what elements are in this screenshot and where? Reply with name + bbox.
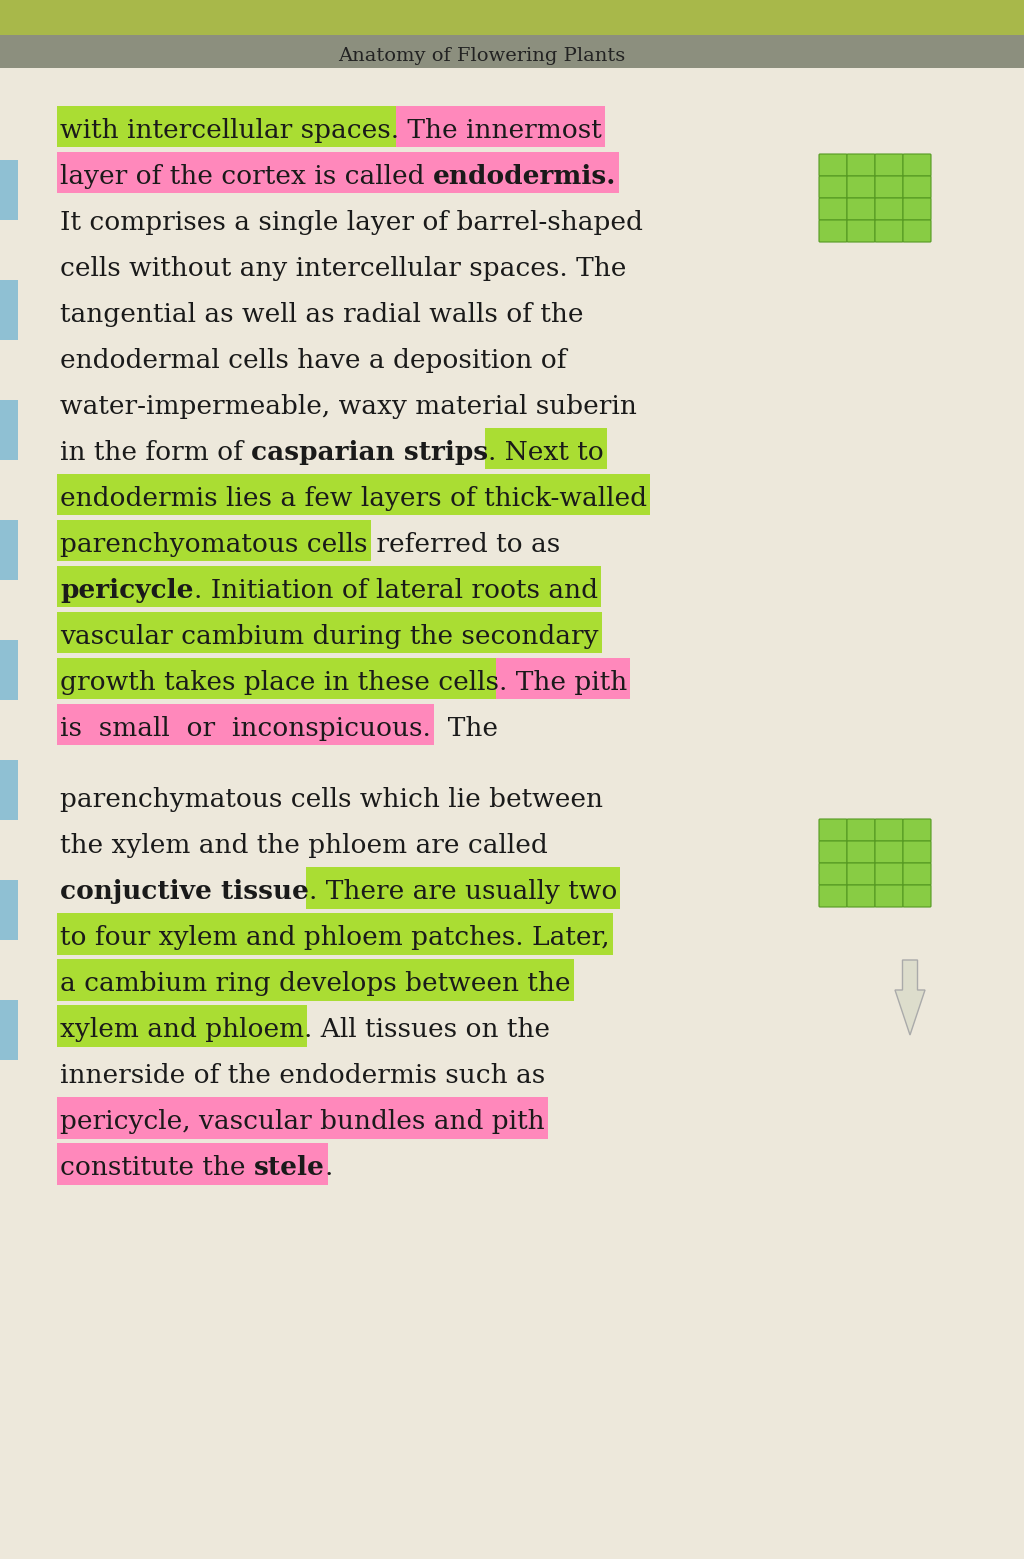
Bar bbox=[251, 1143, 328, 1185]
Bar bbox=[396, 106, 605, 148]
Text: to four xylem and phloem patches. Later,: to four xylem and phloem patches. Later, bbox=[60, 924, 609, 949]
Text: in the form of: in the form of bbox=[60, 440, 251, 465]
Text: water-impermeable, waxy material suberin: water-impermeable, waxy material suberin bbox=[60, 393, 637, 418]
Bar bbox=[0, 34, 1024, 75]
Text: with intercellular spaces.: with intercellular spaces. bbox=[60, 117, 399, 142]
FancyBboxPatch shape bbox=[819, 198, 847, 220]
Bar bbox=[0, 0, 1024, 69]
FancyBboxPatch shape bbox=[819, 886, 847, 907]
FancyBboxPatch shape bbox=[847, 886, 874, 907]
FancyBboxPatch shape bbox=[903, 198, 931, 220]
FancyBboxPatch shape bbox=[874, 840, 903, 864]
Text: pericycle, vascular bundles and pith: pericycle, vascular bundles and pith bbox=[60, 1108, 545, 1133]
Bar bbox=[0, 759, 18, 820]
FancyBboxPatch shape bbox=[903, 154, 931, 176]
FancyBboxPatch shape bbox=[819, 220, 847, 242]
Text: The innermost: The innermost bbox=[399, 117, 602, 142]
Text: parenchyomatous cells: parenchyomatous cells bbox=[60, 532, 368, 557]
Text: . Initiation of lateral roots and: . Initiation of lateral roots and bbox=[194, 577, 597, 602]
Text: cells without any intercellular spaces. The: cells without any intercellular spaces. … bbox=[60, 256, 627, 281]
Text: parenchymatous cells which lie between: parenchymatous cells which lie between bbox=[60, 787, 603, 812]
Text: conjuctive tissue: conjuctive tissue bbox=[60, 879, 309, 904]
FancyBboxPatch shape bbox=[847, 818, 874, 840]
Bar bbox=[57, 705, 434, 745]
Text: constitute the: constitute the bbox=[60, 1155, 254, 1180]
Text: referred to as: referred to as bbox=[368, 532, 560, 557]
Text: vascular cambium during the secondary: vascular cambium during the secondary bbox=[60, 624, 598, 649]
FancyBboxPatch shape bbox=[903, 840, 931, 864]
Bar bbox=[57, 1143, 257, 1185]
FancyBboxPatch shape bbox=[819, 154, 847, 176]
Bar bbox=[306, 867, 621, 909]
FancyBboxPatch shape bbox=[847, 840, 874, 864]
FancyBboxPatch shape bbox=[903, 886, 931, 907]
Text: stele: stele bbox=[254, 1155, 325, 1180]
FancyBboxPatch shape bbox=[903, 818, 931, 840]
Text: layer of the cortex is called: layer of the cortex is called bbox=[60, 164, 433, 189]
Bar bbox=[57, 613, 601, 653]
FancyBboxPatch shape bbox=[847, 864, 874, 886]
FancyBboxPatch shape bbox=[874, 886, 903, 907]
Bar bbox=[0, 521, 18, 580]
Text: . All tissues on the: . All tissues on the bbox=[304, 1016, 550, 1041]
Text: Anatomy of Flowering Plants: Anatomy of Flowering Plants bbox=[338, 47, 625, 65]
FancyBboxPatch shape bbox=[819, 818, 847, 840]
Bar bbox=[0, 641, 18, 700]
Text: is  small  or  inconspicuous.: is small or inconspicuous. bbox=[60, 716, 431, 741]
Bar bbox=[57, 1006, 307, 1046]
Text: endodermal cells have a deposition of: endodermal cells have a deposition of bbox=[60, 348, 566, 373]
Text: the xylem and the phloem are called: the xylem and the phloem are called bbox=[60, 833, 548, 857]
Text: casparian strips: casparian strips bbox=[251, 440, 488, 465]
Text: growth takes place in these cells: growth takes place in these cells bbox=[60, 669, 499, 694]
Text: . Next to: . Next to bbox=[488, 440, 604, 465]
Text: xylem and phloem: xylem and phloem bbox=[60, 1016, 304, 1041]
Bar bbox=[0, 879, 18, 940]
FancyBboxPatch shape bbox=[874, 818, 903, 840]
FancyBboxPatch shape bbox=[847, 220, 874, 242]
Bar bbox=[57, 521, 371, 561]
FancyBboxPatch shape bbox=[874, 220, 903, 242]
FancyBboxPatch shape bbox=[819, 864, 847, 886]
Bar bbox=[57, 474, 650, 516]
Text: innerside of the endodermis such as: innerside of the endodermis such as bbox=[60, 1063, 545, 1088]
FancyBboxPatch shape bbox=[874, 154, 903, 176]
Text: pericycle: pericycle bbox=[60, 577, 194, 602]
Text: endodermis lies a few layers of thick-walled: endodermis lies a few layers of thick-wa… bbox=[60, 485, 647, 510]
FancyBboxPatch shape bbox=[847, 154, 874, 176]
Text: a cambium ring develops between the: a cambium ring develops between the bbox=[60, 971, 570, 996]
Bar bbox=[57, 153, 436, 193]
FancyBboxPatch shape bbox=[903, 220, 931, 242]
FancyBboxPatch shape bbox=[819, 840, 847, 864]
FancyBboxPatch shape bbox=[903, 864, 931, 886]
Text: The: The bbox=[431, 716, 498, 741]
FancyBboxPatch shape bbox=[874, 198, 903, 220]
Bar bbox=[430, 153, 620, 193]
Bar bbox=[57, 106, 402, 148]
FancyBboxPatch shape bbox=[847, 198, 874, 220]
FancyArrow shape bbox=[895, 960, 925, 1035]
Bar bbox=[57, 914, 612, 954]
Text: It comprises a single layer of barrel-shaped: It comprises a single layer of barrel-sh… bbox=[60, 209, 643, 234]
FancyBboxPatch shape bbox=[874, 864, 903, 886]
Bar bbox=[57, 959, 573, 1001]
FancyBboxPatch shape bbox=[847, 176, 874, 198]
Bar bbox=[57, 658, 502, 700]
Bar bbox=[0, 281, 18, 340]
Bar bbox=[496, 658, 630, 700]
Bar bbox=[0, 401, 18, 460]
Text: . There are usually two: . There are usually two bbox=[309, 879, 617, 904]
Bar bbox=[57, 1098, 548, 1138]
FancyBboxPatch shape bbox=[819, 176, 847, 198]
Bar bbox=[485, 429, 607, 469]
Text: .: . bbox=[325, 1155, 333, 1180]
FancyBboxPatch shape bbox=[874, 176, 903, 198]
Bar bbox=[0, 999, 18, 1060]
Text: endodermis.: endodermis. bbox=[433, 164, 616, 189]
FancyBboxPatch shape bbox=[903, 176, 931, 198]
Bar bbox=[0, 161, 18, 220]
Text: tangential as well as radial walls of the: tangential as well as radial walls of th… bbox=[60, 301, 584, 326]
Bar bbox=[190, 566, 600, 608]
Bar bbox=[57, 566, 197, 608]
Text: . The pith: . The pith bbox=[499, 669, 628, 694]
